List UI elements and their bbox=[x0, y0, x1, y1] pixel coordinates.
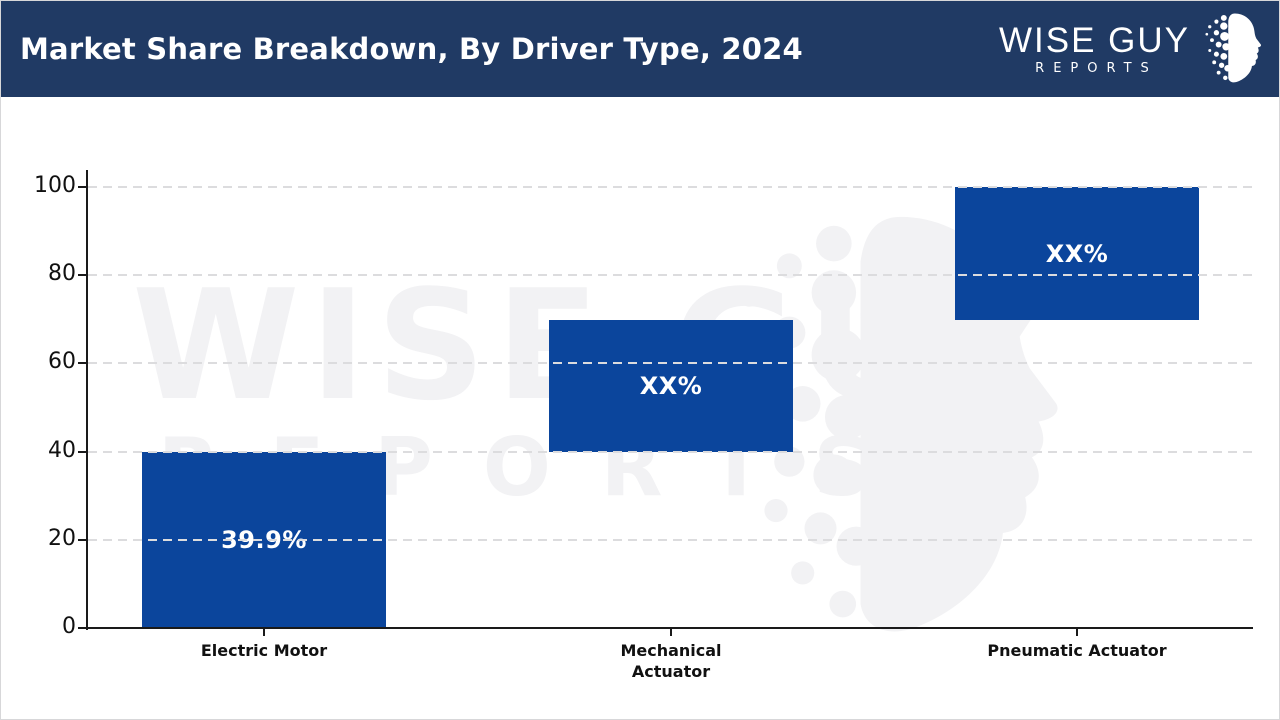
logo-text: WISE GUY REPORTS bbox=[999, 23, 1190, 75]
x-tick-mark bbox=[263, 629, 265, 636]
x-tick-mark bbox=[670, 629, 672, 636]
y-tick-mark bbox=[78, 274, 86, 277]
y-gridline bbox=[88, 186, 1253, 188]
x-tick-mark bbox=[1076, 629, 1078, 636]
x-category-label-line: Pneumatic Actuator bbox=[987, 641, 1167, 660]
y-gridline bbox=[88, 274, 1253, 277]
y-tick-mark bbox=[78, 538, 86, 541]
y-tick-label: 40 bbox=[48, 437, 76, 463]
bar-value-label: XX% bbox=[1045, 239, 1109, 268]
y-tick-mark bbox=[78, 627, 86, 629]
wise-guy-face-icon bbox=[1192, 8, 1266, 90]
wise-guy-reports-logo: WISE GUY REPORTS bbox=[999, 8, 1266, 90]
x-category-label-line: Actuator bbox=[631, 661, 711, 681]
logo-subtext: REPORTS bbox=[1035, 60, 1158, 76]
bar: XX% bbox=[549, 319, 793, 453]
x-category-label-line: Electric Motor bbox=[200, 641, 328, 660]
y-tick-label: 20 bbox=[48, 525, 76, 551]
x-category-label: Mechanical Actuator bbox=[556, 641, 786, 683]
page-title: Market Share Breakdown, By Driver Type, … bbox=[20, 31, 803, 66]
x-category-label-line: Mechanical bbox=[620, 641, 722, 660]
y-gridline bbox=[88, 362, 1253, 365]
x-axis-line bbox=[86, 627, 1253, 629]
y-tick-label: 0 bbox=[62, 614, 76, 639]
y-axis-line bbox=[86, 170, 88, 630]
x-category-label: Electric Motor bbox=[149, 641, 379, 662]
y-tick-mark bbox=[78, 450, 86, 453]
y-tick-mark bbox=[78, 186, 86, 188]
bar-value-label: XX% bbox=[639, 371, 703, 400]
logo-wordmark: WISE GUY bbox=[998, 20, 1190, 60]
y-tick-label: 100 bbox=[34, 173, 76, 198]
header-bar: Market Share Breakdown, By Driver Type, … bbox=[0, 0, 1280, 97]
y-tick-label: 60 bbox=[48, 349, 76, 375]
y-tick-label: 80 bbox=[48, 261, 76, 287]
x-category-label: Pneumatic Actuator bbox=[962, 641, 1192, 662]
y-gridline bbox=[88, 538, 1253, 541]
bar: XX% bbox=[955, 187, 1199, 320]
y-gridline bbox=[88, 450, 1253, 453]
y-tick-mark bbox=[78, 362, 86, 365]
